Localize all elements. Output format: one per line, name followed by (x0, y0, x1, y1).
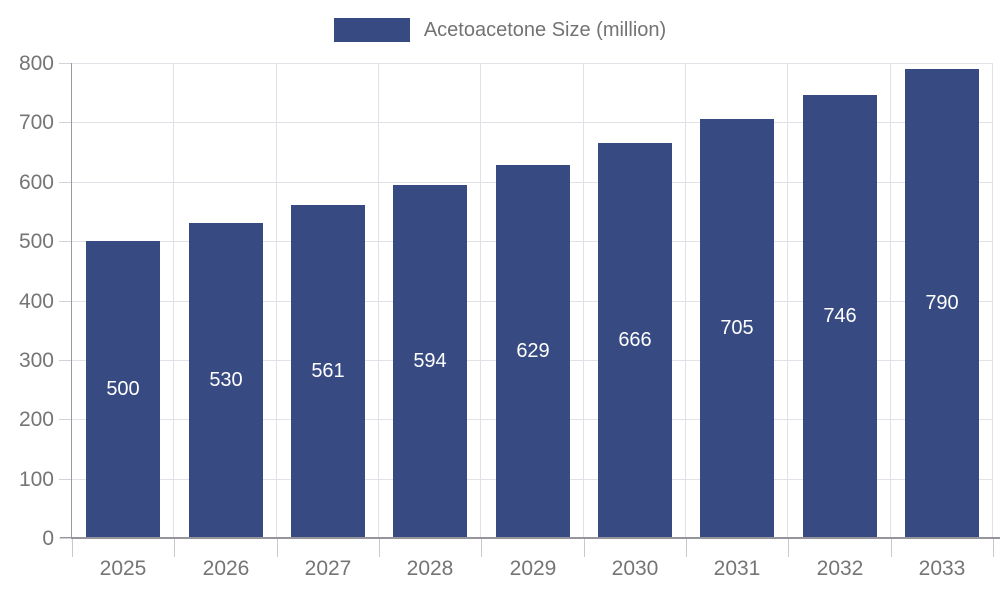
y-axis-label: 300 (18, 349, 54, 372)
x-axis-tick (379, 539, 380, 557)
legend-item[interactable]: Acetoacetone Size (million) (0, 14, 1000, 46)
v-gridline (787, 63, 788, 538)
x-axis-tick (481, 539, 482, 557)
x-axis-tick (72, 539, 73, 557)
v-gridline (992, 63, 993, 538)
x-axis-label: 2029 (509, 557, 557, 580)
y-axis-label: 100 (18, 468, 54, 491)
v-gridline (378, 63, 379, 538)
bar-value-label: 594 (413, 350, 447, 372)
x-axis-tick (277, 539, 278, 557)
legend-swatch (333, 18, 410, 42)
y-axis-tick (59, 360, 71, 361)
x-axis-label: 2028 (406, 557, 454, 580)
x-axis-label: 2030 (611, 557, 659, 580)
x-axis-label: 2031 (713, 557, 761, 580)
bar[interactable]: 746 (803, 95, 877, 538)
bar[interactable]: 705 (700, 119, 774, 538)
x-axis-tick (174, 539, 175, 557)
bar[interactable]: 666 (598, 143, 672, 538)
x-axis-tick (993, 539, 994, 557)
bar[interactable]: 561 (291, 205, 365, 538)
bar-value-label: 790 (925, 292, 959, 314)
x-axis-line (60, 537, 1000, 539)
y-axis-label: 600 (18, 171, 54, 194)
bar-value-label: 561 (311, 360, 345, 382)
x-axis-label: 2033 (918, 557, 966, 580)
v-gridline (583, 63, 584, 538)
bar[interactable]: 594 (393, 185, 467, 538)
y-axis-label: 200 (18, 408, 54, 431)
y-axis-label: 800 (18, 52, 54, 75)
bar[interactable]: 629 (496, 165, 570, 538)
bar-value-label: 629 (516, 340, 550, 362)
v-gridline (276, 63, 277, 538)
bar-value-label: 705 (720, 317, 754, 339)
y-axis-label: 400 (18, 290, 54, 313)
bar-value-label: 500 (106, 378, 140, 400)
x-axis-tick (686, 539, 687, 557)
y-axis-tick (59, 301, 71, 302)
legend-label: Acetoacetone Size (million) (423, 18, 667, 41)
bar-value-label: 666 (618, 329, 652, 351)
x-axis-label: 2025 (99, 557, 147, 580)
v-gridline (890, 63, 891, 538)
x-axis-label: 2027 (304, 557, 352, 580)
x-axis-label: 2032 (816, 557, 864, 580)
v-gridline (480, 63, 481, 538)
y-axis-tick (59, 122, 71, 123)
y-axis-label: 500 (18, 230, 54, 253)
y-axis-tick (59, 182, 71, 183)
bar[interactable]: 530 (189, 223, 263, 538)
y-axis-tick (59, 241, 71, 242)
y-axis-tick (59, 419, 71, 420)
v-gridline (173, 63, 174, 538)
h-gridline (72, 63, 993, 64)
y-axis-tick (59, 63, 71, 64)
x-axis-tick (891, 539, 892, 557)
bar-value-label: 746 (823, 305, 857, 327)
y-axis-label: 0 (42, 527, 54, 550)
v-gridline (685, 63, 686, 538)
h-gridline (72, 122, 993, 124)
bar[interactable]: 500 (86, 241, 160, 538)
plot-area: 500 530 561 594 629 666 705 746 790 (72, 63, 993, 538)
y-axis-tick (59, 479, 71, 480)
x-axis-tick (584, 539, 585, 557)
bar-value-label: 530 (209, 369, 243, 391)
y-axis-line (71, 63, 72, 538)
y-axis-label: 700 (18, 111, 54, 134)
bar[interactable]: 790 (905, 69, 979, 538)
y-axis-tick (59, 538, 71, 539)
x-axis-tick (788, 539, 789, 557)
x-axis-label: 2026 (202, 557, 250, 580)
